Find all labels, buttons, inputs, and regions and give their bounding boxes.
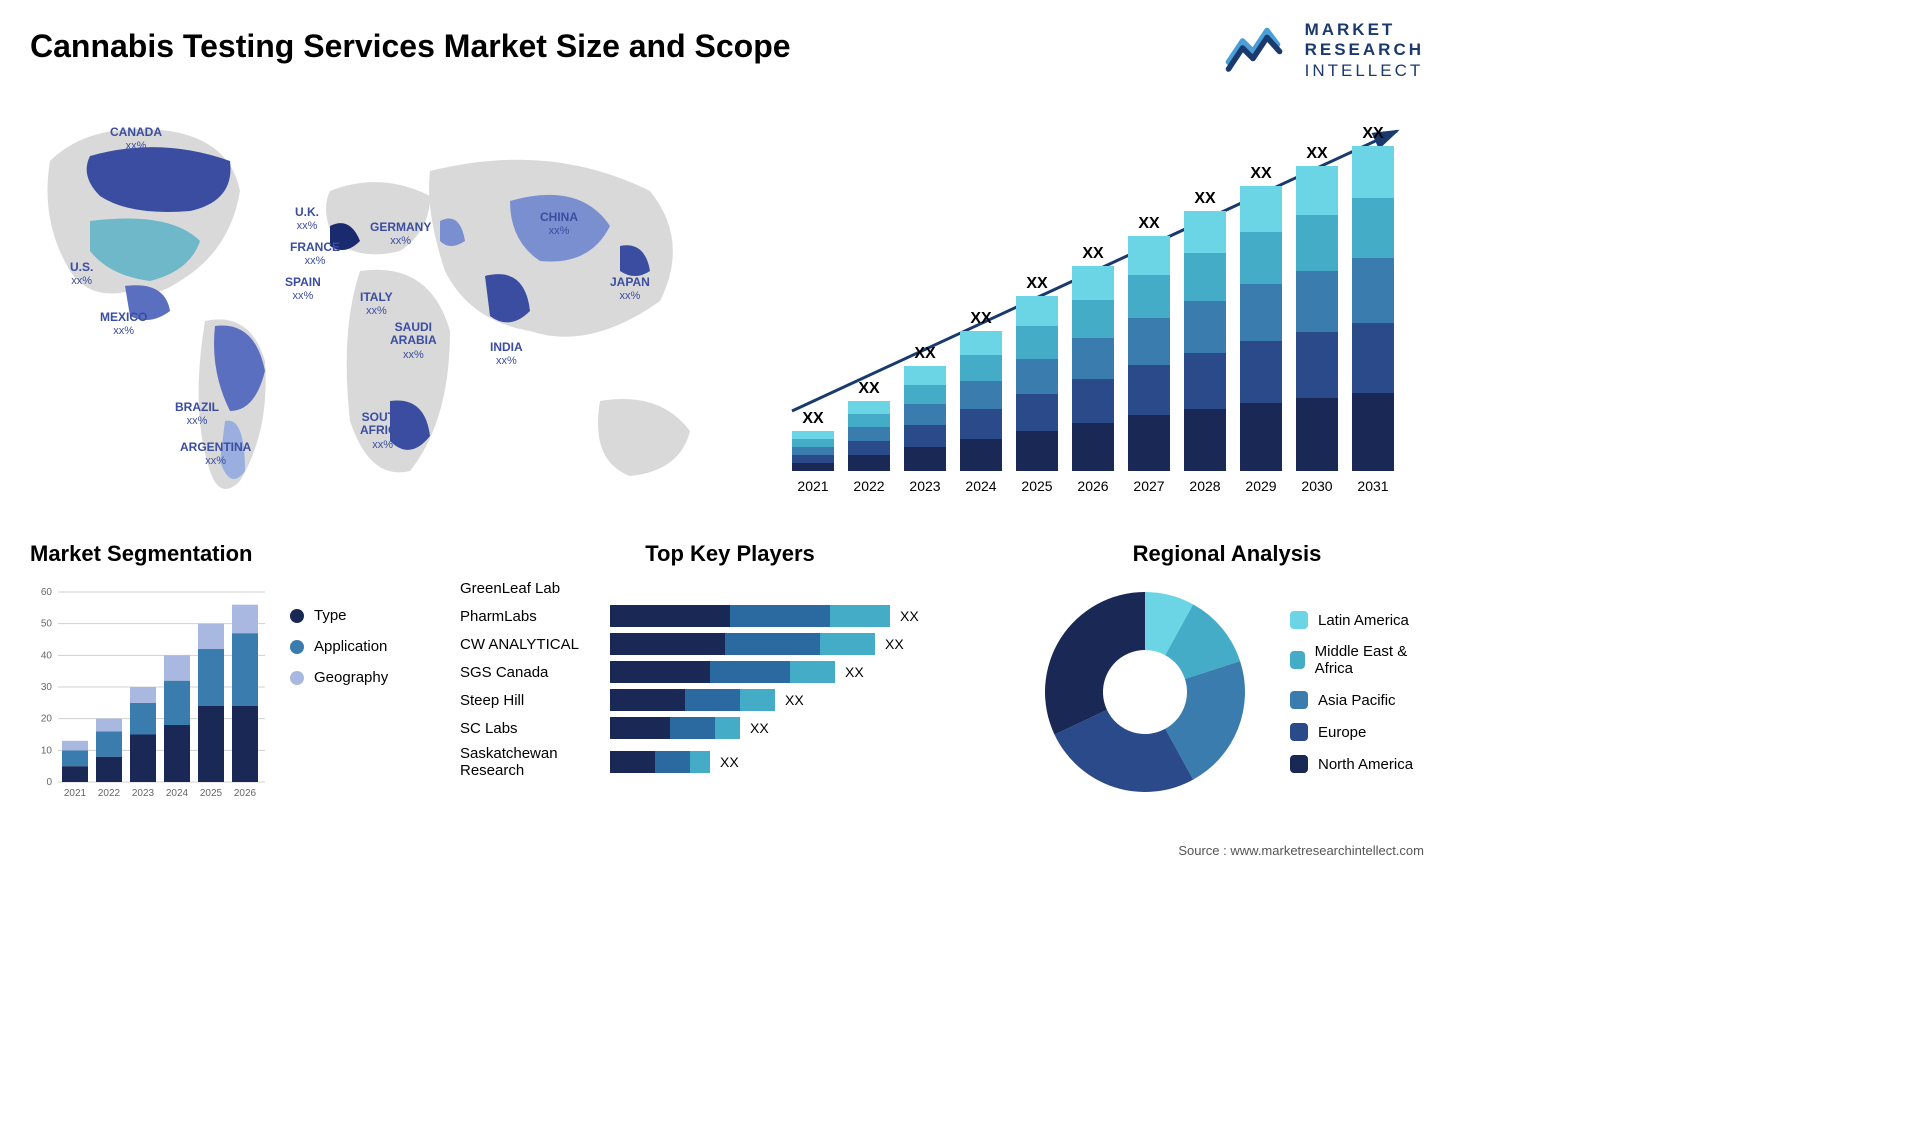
svg-text:10: 10 [41,746,53,757]
logo-icon [1225,23,1295,78]
player-row: SC LabsXX [460,717,1000,739]
legend-item: Type [290,607,388,624]
svg-text:2021: 2021 [797,478,828,494]
svg-text:2024: 2024 [965,478,996,494]
svg-text:XX: XX [1194,190,1216,207]
country-label: SOUTHAFRICAxx% [360,411,405,451]
svg-text:XX: XX [1306,145,1328,162]
svg-text:2029: 2029 [1245,478,1276,494]
svg-text:2031: 2031 [1357,478,1388,494]
player-row: SGS CanadaXX [460,661,1000,683]
country-label: ARGENTINAxx% [180,441,251,467]
svg-text:XX: XX [1138,215,1160,232]
country-label: U.S.xx% [70,261,93,287]
player-row: GreenLeaf Lab [460,577,1000,599]
svg-text:XX: XX [970,310,992,327]
country-label: SAUDIARABIAxx% [390,321,437,361]
svg-text:XX: XX [802,410,824,427]
country-label: FRANCExx% [290,241,340,267]
country-label: U.K.xx% [295,206,319,232]
player-row: Steep HillXX [460,689,1000,711]
svg-text:2023: 2023 [132,788,155,799]
legend-item: Europe [1290,723,1424,741]
player-row: PharmLabsXX [460,605,1000,627]
svg-text:XX: XX [914,345,936,362]
svg-text:2022: 2022 [853,478,884,494]
svg-text:2028: 2028 [1189,478,1220,494]
player-row: CW ANALYTICALXX [460,633,1000,655]
svg-text:40: 40 [41,651,53,662]
country-label: BRAZILxx% [175,401,219,427]
svg-text:2024: 2024 [166,788,189,799]
country-label: MEXICOxx% [100,311,147,337]
regional-panel: Regional Analysis Latin America Middle Ea… [1030,541,1424,807]
legend-item: North America [1290,755,1424,773]
source-text: Source : www.marketresearchintellect.com [1178,843,1424,858]
svg-text:2025: 2025 [200,788,223,799]
players-title: Top Key Players [460,541,1000,567]
svg-text:2026: 2026 [234,788,257,799]
country-label: ITALYxx% [360,291,393,317]
svg-text:2026: 2026 [1077,478,1108,494]
segmentation-legend: Type Application Geography [290,607,388,807]
svg-text:20: 20 [41,714,53,725]
donut-chart [1030,577,1260,807]
country-label: CHINAxx% [540,211,578,237]
main-bar-chart: XX 2021 XX 2022 XX 2023 XX 2024 XX 2025 XX 2026 XX 20… [770,101,1424,511]
segmentation-panel: Market Segmentation 0 10 20 30 40 50 60 2021 202… [30,541,430,807]
legend-item: Geography [290,669,388,686]
brand-logo: MARKET RESEARCH INTELLECT [1225,20,1424,81]
world-map: CANADAxx% U.S.xx% MEXICOxx% BRAZILxx% ARGENT… [30,101,730,511]
svg-text:2027: 2027 [1133,478,1164,494]
legend-item: Middle East & Africa [1290,643,1424,677]
country-label: SPAINxx% [285,276,321,302]
country-label: INDIAxx% [490,341,523,367]
segmentation-chart: 0 10 20 30 40 50 60 2021 2022 2023 2024 2025 2026 [30,577,270,807]
legend-item: Asia Pacific [1290,691,1424,709]
logo-line1: MARKET [1305,20,1424,40]
logo-line3: INTELLECT [1305,61,1424,81]
svg-text:XX: XX [1082,245,1104,262]
svg-text:60: 60 [41,587,53,598]
svg-text:2030: 2030 [1301,478,1332,494]
regional-title: Regional Analysis [1030,541,1424,567]
svg-text:XX: XX [1026,275,1048,292]
legend-item: Application [290,638,388,655]
svg-text:2021: 2021 [64,788,87,799]
svg-text:XX: XX [1362,125,1384,142]
svg-text:30: 30 [41,682,53,693]
svg-text:50: 50 [41,619,53,630]
country-label: JAPANxx% [610,276,650,302]
player-row: Saskatchewan ResearchXX [460,745,1000,779]
players-panel: Top Key Players GreenLeaf Lab PharmLabsXX… [460,541,1000,807]
svg-text:XX: XX [858,380,880,397]
country-label: GERMANYxx% [370,221,431,247]
svg-text:2025: 2025 [1021,478,1052,494]
regional-legend: Latin America Middle East & Africa Asia Pa… [1290,611,1424,773]
svg-text:2022: 2022 [98,788,121,799]
logo-line2: RESEARCH [1305,40,1424,60]
svg-text:2023: 2023 [909,478,940,494]
page-title: Cannabis Testing Services Market Size an… [30,28,791,65]
svg-text:XX: XX [1250,165,1272,182]
country-label: CANADAxx% [110,126,162,152]
segmentation-title: Market Segmentation [30,541,430,567]
legend-item: Latin America [1290,611,1424,629]
svg-text:0: 0 [46,777,52,788]
